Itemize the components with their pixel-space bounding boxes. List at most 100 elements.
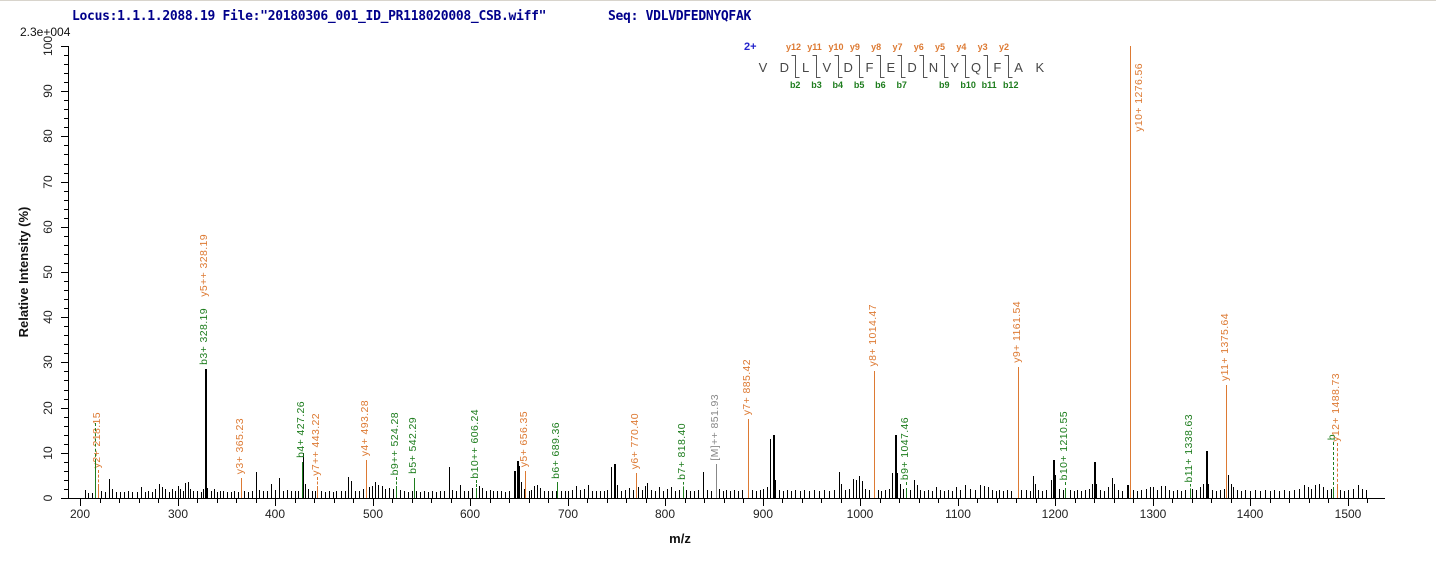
x-tick bbox=[236, 499, 237, 503]
y-tick bbox=[64, 191, 68, 192]
fragment-cut-mark bbox=[812, 53, 821, 85]
noise-peak bbox=[859, 476, 860, 498]
precursor-charge-label: 2+ bbox=[744, 41, 757, 53]
y-tick-label: 0 bbox=[41, 494, 55, 502]
noise-peak bbox=[1362, 488, 1363, 498]
noise-peak bbox=[965, 485, 966, 498]
x-tick bbox=[919, 499, 920, 503]
noise-peak bbox=[711, 490, 712, 498]
y-axis-line bbox=[68, 46, 69, 499]
noise-peak bbox=[178, 486, 179, 498]
y-tick-label: 100 bbox=[41, 35, 55, 57]
noise-peak bbox=[217, 491, 218, 498]
fragment-cut-mark bbox=[961, 53, 970, 85]
noise-peak bbox=[298, 490, 299, 498]
noise-peak bbox=[234, 491, 235, 498]
noise-peak bbox=[1133, 489, 1134, 498]
noise-peak bbox=[1141, 489, 1142, 498]
peptide-residue: D bbox=[907, 60, 917, 75]
noise-peak bbox=[248, 491, 249, 498]
fragment-peak bbox=[396, 488, 397, 498]
noise-peak bbox=[1245, 489, 1246, 498]
noise-peak bbox=[540, 488, 541, 498]
y-ion-marker-label: y9 bbox=[849, 42, 860, 52]
noise-peak bbox=[734, 489, 735, 498]
noise-peak bbox=[791, 490, 792, 498]
y-tick bbox=[61, 46, 68, 47]
noise-peak bbox=[988, 487, 989, 498]
noise-peak bbox=[698, 489, 699, 498]
noise-peak bbox=[760, 489, 761, 498]
noise-peak bbox=[1042, 490, 1043, 498]
y-tick-label: 10 bbox=[41, 446, 55, 460]
noise-peak bbox=[671, 487, 672, 498]
y-tick bbox=[64, 100, 68, 101]
x-tick-label: 1500 bbox=[1334, 507, 1362, 521]
noise-peak bbox=[1208, 484, 1209, 498]
noise-peak bbox=[763, 488, 764, 498]
noise-peak bbox=[531, 489, 532, 498]
fragment-dash-line bbox=[98, 470, 99, 487]
x-tick bbox=[412, 499, 413, 503]
noise-peak bbox=[647, 482, 648, 498]
noise-peak bbox=[141, 487, 142, 498]
x-tick-label: 900 bbox=[752, 507, 774, 521]
noise-peak bbox=[428, 491, 429, 498]
x-tick bbox=[568, 499, 569, 506]
noise-peak bbox=[1366, 489, 1367, 498]
noise-peak bbox=[928, 489, 929, 498]
noise-peak bbox=[1122, 490, 1123, 498]
noise-peak bbox=[120, 491, 121, 498]
fragment-dash-line bbox=[1333, 441, 1334, 490]
fragment-peak bbox=[636, 473, 637, 498]
x-tick bbox=[860, 499, 861, 506]
y-tick bbox=[64, 173, 68, 174]
x-tick-label: 500 bbox=[362, 507, 384, 521]
noise-peak bbox=[1311, 488, 1312, 498]
noise-peak bbox=[175, 491, 176, 498]
ion-label: b3+ 328.19 bbox=[198, 307, 210, 365]
noise-peak bbox=[1255, 489, 1256, 498]
noise-peak bbox=[552, 490, 553, 498]
x-tick bbox=[763, 499, 764, 506]
max-intensity-scale: 2.3e+004 bbox=[20, 25, 71, 39]
ion-label: b7+ 818.40 bbox=[676, 423, 688, 480]
fragment-dash-line bbox=[1065, 481, 1066, 492]
noise-peak bbox=[663, 490, 664, 498]
noise-peak bbox=[188, 481, 189, 498]
fragment-cut-mark bbox=[983, 53, 992, 85]
noise-peak bbox=[92, 492, 93, 498]
y-ion-marker-label: y4 bbox=[956, 42, 967, 52]
noise-peak bbox=[148, 491, 149, 498]
fragment-peak bbox=[302, 461, 303, 498]
noise-peak bbox=[355, 490, 356, 498]
x-tick bbox=[1172, 499, 1173, 503]
noise-peak bbox=[193, 491, 194, 498]
x-tick-label: 1100 bbox=[945, 507, 971, 521]
noise-peak bbox=[1233, 487, 1234, 498]
peptide-residue: D bbox=[843, 60, 853, 75]
fragment-peak bbox=[241, 477, 242, 498]
y-tick-label: 20 bbox=[41, 401, 55, 415]
noise-peak bbox=[1112, 478, 1113, 498]
noise-peak bbox=[1299, 488, 1300, 498]
noise-peak bbox=[726, 489, 727, 498]
x-tick bbox=[977, 499, 978, 503]
y-tick-label: 50 bbox=[41, 265, 55, 279]
x-tick-label: 400 bbox=[264, 507, 286, 521]
noise-peak bbox=[800, 490, 801, 498]
noise-peak bbox=[1011, 490, 1012, 498]
noise-peak bbox=[452, 489, 453, 498]
noise-peak bbox=[841, 484, 842, 498]
y-tick bbox=[64, 299, 68, 300]
noise-peak bbox=[1127, 485, 1129, 498]
noise-peak bbox=[412, 491, 413, 498]
x-tick bbox=[587, 499, 588, 503]
noise-peak bbox=[514, 470, 516, 498]
y-tick bbox=[64, 281, 68, 282]
noise-peak bbox=[707, 489, 708, 498]
y-tick bbox=[64, 471, 68, 472]
y-tick bbox=[64, 118, 68, 119]
y-tick bbox=[64, 64, 68, 65]
noise-peak bbox=[259, 489, 260, 498]
